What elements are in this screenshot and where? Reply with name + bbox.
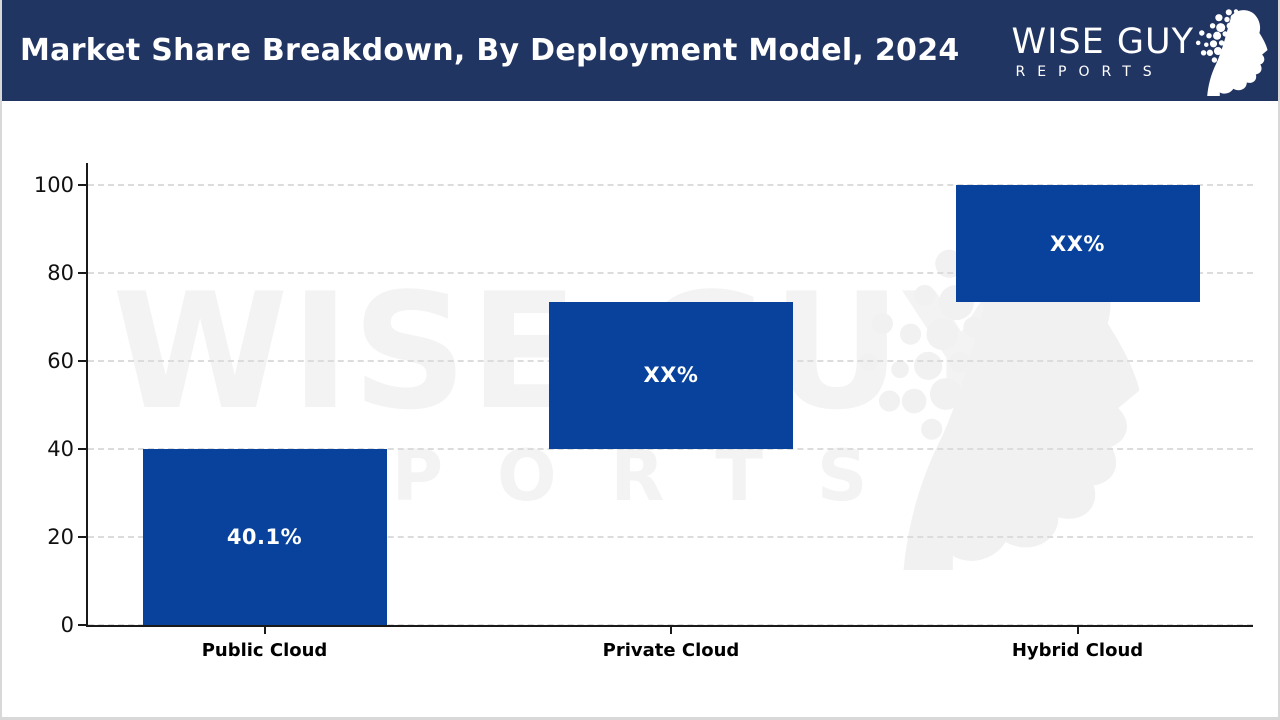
x-category-label: Hybrid Cloud <box>1011 640 1144 661</box>
logo-head-icon <box>1180 6 1274 96</box>
gridline-y-100 <box>88 184 1253 186</box>
y-tick-label: 20 <box>47 525 74 549</box>
y-axis-tick <box>78 448 86 450</box>
header-bar: Market Share Breakdown, By Deployment Mo… <box>0 0 1280 101</box>
gridline-y-40 <box>88 448 1253 450</box>
x-axis-tick <box>1076 627 1079 634</box>
y-tick-label: 60 <box>47 349 74 373</box>
bar-hybrid-cloud: XX% <box>955 185 1200 303</box>
x-category-label: Private Cloud <box>602 640 740 661</box>
x-category-label: Public Cloud <box>201 640 328 661</box>
page-title: Market Share Breakdown, By Deployment Mo… <box>20 33 960 68</box>
y-tick-label: 0 <box>60 613 74 637</box>
y-axis-tick <box>78 184 86 186</box>
bar-value-label: 40.1% <box>226 524 303 549</box>
y-axis-tick <box>78 624 86 626</box>
bar-private-cloud: XX% <box>549 302 793 449</box>
y-tick-label: 80 <box>47 261 74 285</box>
gridline-y-20 <box>88 536 1253 538</box>
y-tick-label: 100 <box>33 173 74 197</box>
x-axis-tick <box>263 627 266 634</box>
x-axis-tick <box>670 627 672 634</box>
logo-wordmark: WISE GUY <box>1011 21 1194 62</box>
y-axis-line <box>86 163 88 627</box>
y-tick-label: 40 <box>47 437 74 461</box>
x-axis-line <box>86 625 1253 627</box>
logo-subtext: REPORTS <box>1015 63 1164 80</box>
gridline-y-80 <box>88 272 1253 274</box>
bar-public-cloud: 40.1% <box>142 448 387 625</box>
brand-logo: WISE GUY REPORTS <box>1011 4 1274 98</box>
y-axis-tick <box>78 360 86 362</box>
y-axis-tick <box>78 536 86 538</box>
bar-value-label: XX% <box>643 363 699 388</box>
brand-logo-text: WISE GUY REPORTS <box>1011 23 1194 80</box>
bar-value-label: XX% <box>1050 231 1105 256</box>
y-axis-tick <box>78 272 86 274</box>
